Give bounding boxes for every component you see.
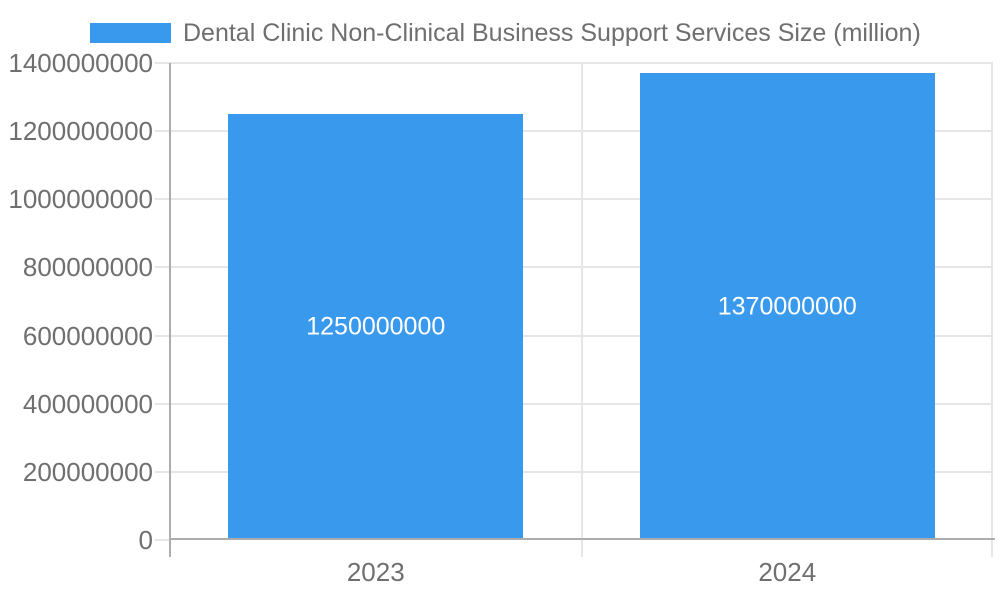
bar-value-label: 1250000000 [306, 312, 446, 341]
x-tick-label-2023: 2023 [346, 557, 405, 587]
y-tick-label: 1200000000 [8, 116, 153, 147]
legend[interactable]: Dental Clinic Non-Clinical Business Supp… [0, 0, 1000, 55]
y-tick [155, 470, 170, 473]
y-tick-label: 1400000000 [8, 48, 153, 78]
bar-2023[interactable] [228, 114, 523, 540]
y-tick-label: 0 [138, 525, 153, 555]
y-tick [155, 198, 170, 201]
bar-value-label: 1370000000 [717, 292, 857, 320]
y-tick-label: 1000000000 [8, 184, 153, 215]
x-gridline [581, 63, 583, 557]
y-tick [155, 402, 170, 405]
chart-title: Dental Clinic Non-Clinical Business Supp… [183, 19, 921, 47]
y-axis-line [169, 63, 171, 557]
y-tick-label: 400000000 [22, 388, 153, 419]
y-tick [155, 62, 170, 64]
y-tick [155, 539, 170, 541]
y-tick [155, 334, 170, 337]
plot-area: 1250000000 1370000000 [155, 62, 995, 557]
bar-2024[interactable] [640, 73, 935, 540]
y-tick [155, 130, 170, 133]
x-gridline [991, 63, 993, 557]
x-axis-line [169, 538, 995, 540]
y-tick-label: 800000000 [22, 252, 153, 283]
x-tick-label-2024: 2024 [758, 557, 817, 587]
y-tick-label: 600000000 [22, 320, 153, 351]
legend-swatch [90, 23, 171, 43]
y-tick [155, 266, 170, 269]
y-tick-label: 200000000 [22, 456, 153, 487]
